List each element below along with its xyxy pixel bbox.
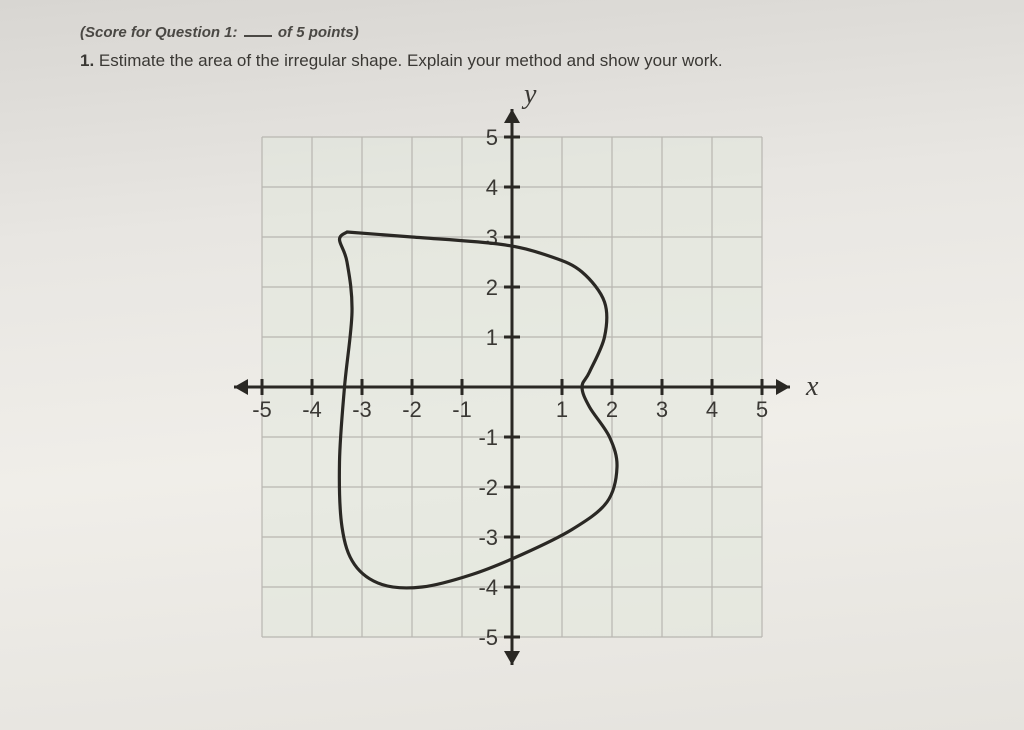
y-tick-label: -1 — [478, 425, 498, 450]
x-axis-label: x — [805, 371, 819, 402]
axis-arrow — [504, 651, 520, 665]
y-tick-label: -2 — [478, 475, 498, 500]
y-tick-label: 4 — [486, 175, 498, 200]
y-tick-label: -5 — [478, 625, 498, 650]
x-tick-label: -3 — [352, 397, 372, 422]
x-tick-label: 5 — [756, 397, 768, 422]
x-tick-label: 3 — [656, 397, 668, 422]
score-prefix: (Score for Question 1: — [80, 24, 238, 41]
worksheet-page: (Score for Question 1: of 5 points) 1. E… — [0, 0, 1024, 730]
grid-svg: -5 -4 -3 -2 -1 1 2 3 4 5 -5 -4 -3 -2 -1 1 2 3 4 5 x y — [192, 87, 832, 687]
axis-arrow — [234, 379, 248, 395]
score-line: (Score for Question 1: of 5 points) — [80, 24, 944, 41]
y-tick-label: 2 — [486, 275, 498, 300]
coordinate-grid-chart: -5 -4 -3 -2 -1 1 2 3 4 5 -5 -4 -3 -2 -1 1 2 3 4 5 x y — [192, 87, 832, 687]
axis-arrow — [504, 109, 520, 123]
x-tick-label: 4 — [706, 397, 718, 422]
score-blank — [244, 35, 272, 37]
y-tick-label: -4 — [478, 575, 498, 600]
x-tick-label: -2 — [402, 397, 422, 422]
x-tick-label: -4 — [302, 397, 322, 422]
y-tick-label: 3 — [486, 225, 498, 250]
score-suffix: of 5 points) — [278, 24, 359, 41]
x-tick-label: -1 — [452, 397, 472, 422]
axis-arrow — [776, 379, 790, 395]
y-tick-label: 1 — [486, 325, 498, 350]
y-axis-label: y — [521, 87, 537, 110]
x-tick-label: 1 — [556, 397, 568, 422]
question-text: Estimate the area of the irregular shape… — [99, 51, 723, 70]
y-tick-label: -3 — [478, 525, 498, 550]
y-tick-label: 5 — [486, 125, 498, 150]
question-line: 1. Estimate the area of the irregular sh… — [80, 51, 944, 71]
x-tick-label: 2 — [606, 397, 618, 422]
question-number: 1. — [80, 51, 94, 70]
x-tick-label: -5 — [252, 397, 272, 422]
